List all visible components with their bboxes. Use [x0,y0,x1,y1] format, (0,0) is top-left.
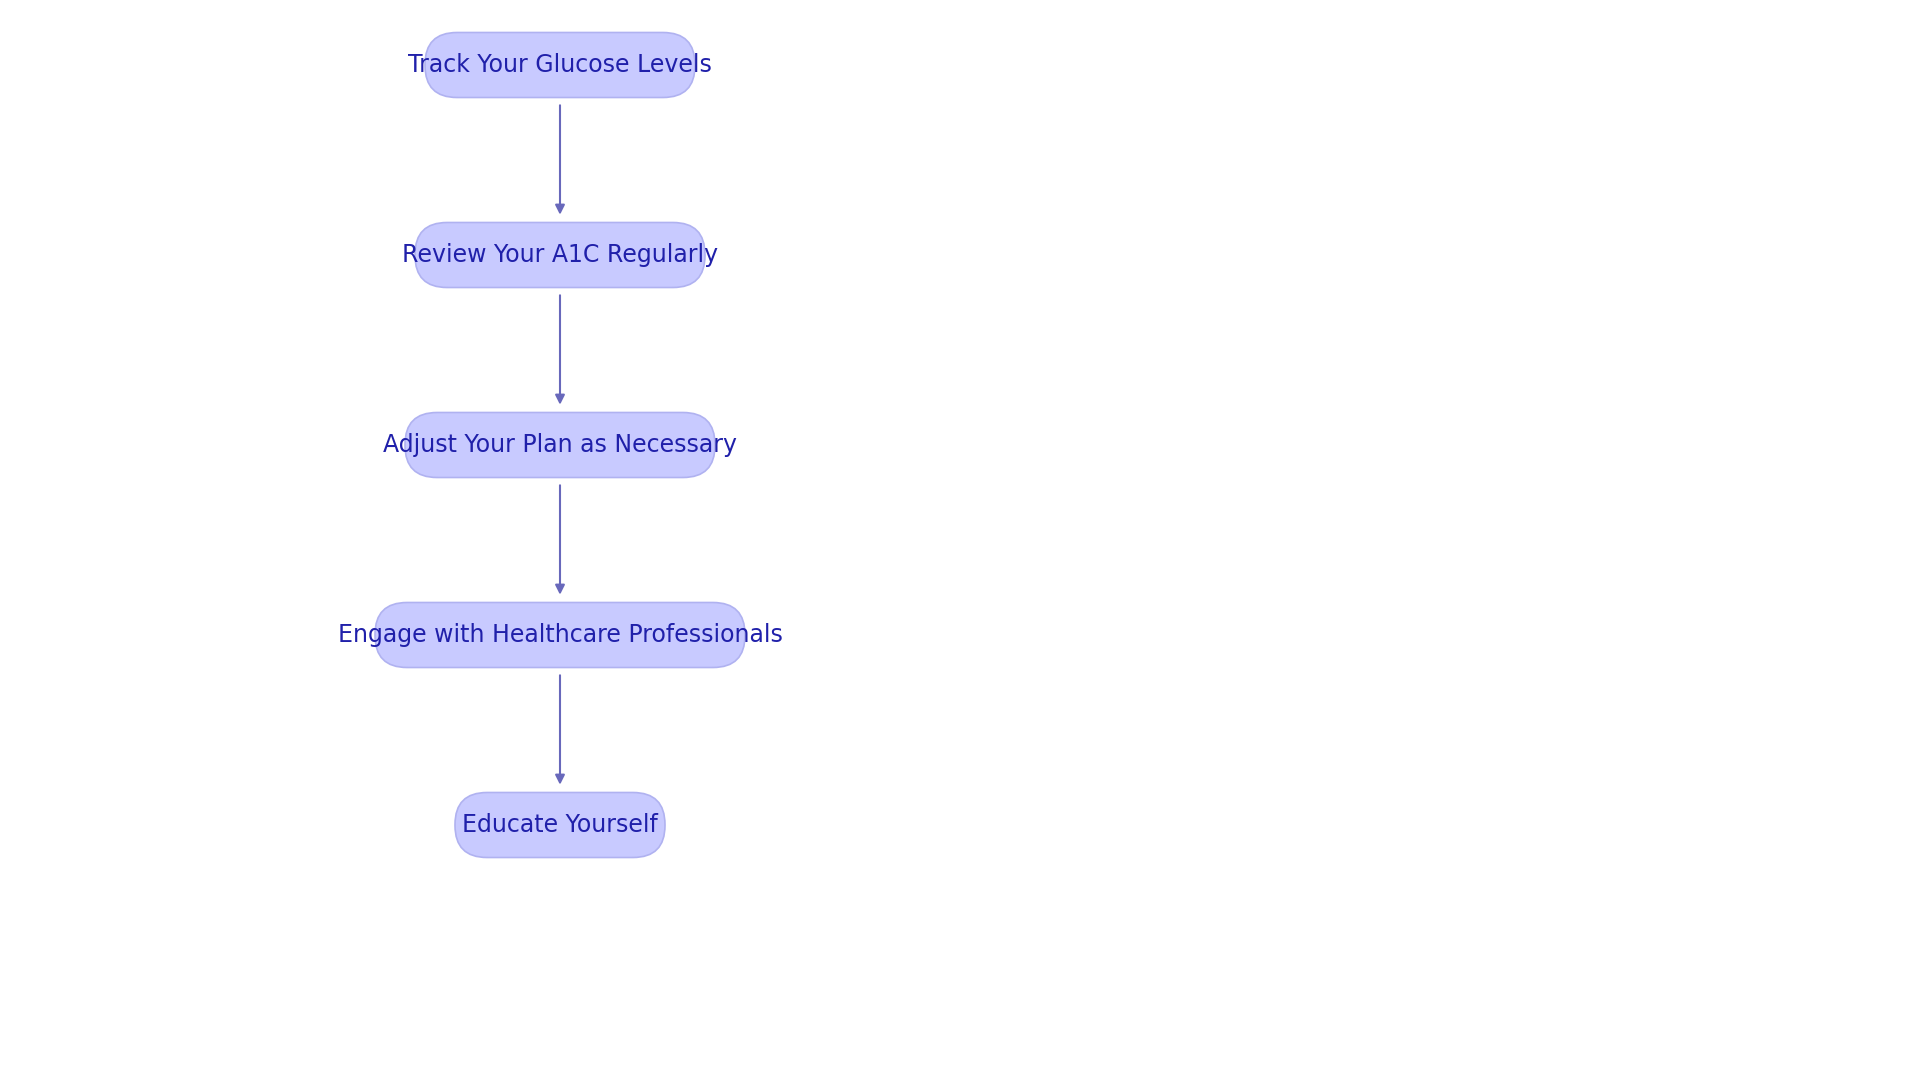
FancyBboxPatch shape [424,32,695,97]
FancyBboxPatch shape [405,413,714,478]
Text: Review Your A1C Regularly: Review Your A1C Regularly [401,243,718,268]
FancyBboxPatch shape [415,222,705,287]
Text: Adjust Your Plan as Necessary: Adjust Your Plan as Necessary [382,433,737,457]
Text: Educate Yourself: Educate Yourself [463,813,659,837]
FancyBboxPatch shape [455,793,664,858]
Text: Engage with Healthcare Professionals: Engage with Healthcare Professionals [338,623,783,647]
Text: Track Your Glucose Levels: Track Your Glucose Levels [409,53,712,77]
FancyBboxPatch shape [374,602,745,667]
